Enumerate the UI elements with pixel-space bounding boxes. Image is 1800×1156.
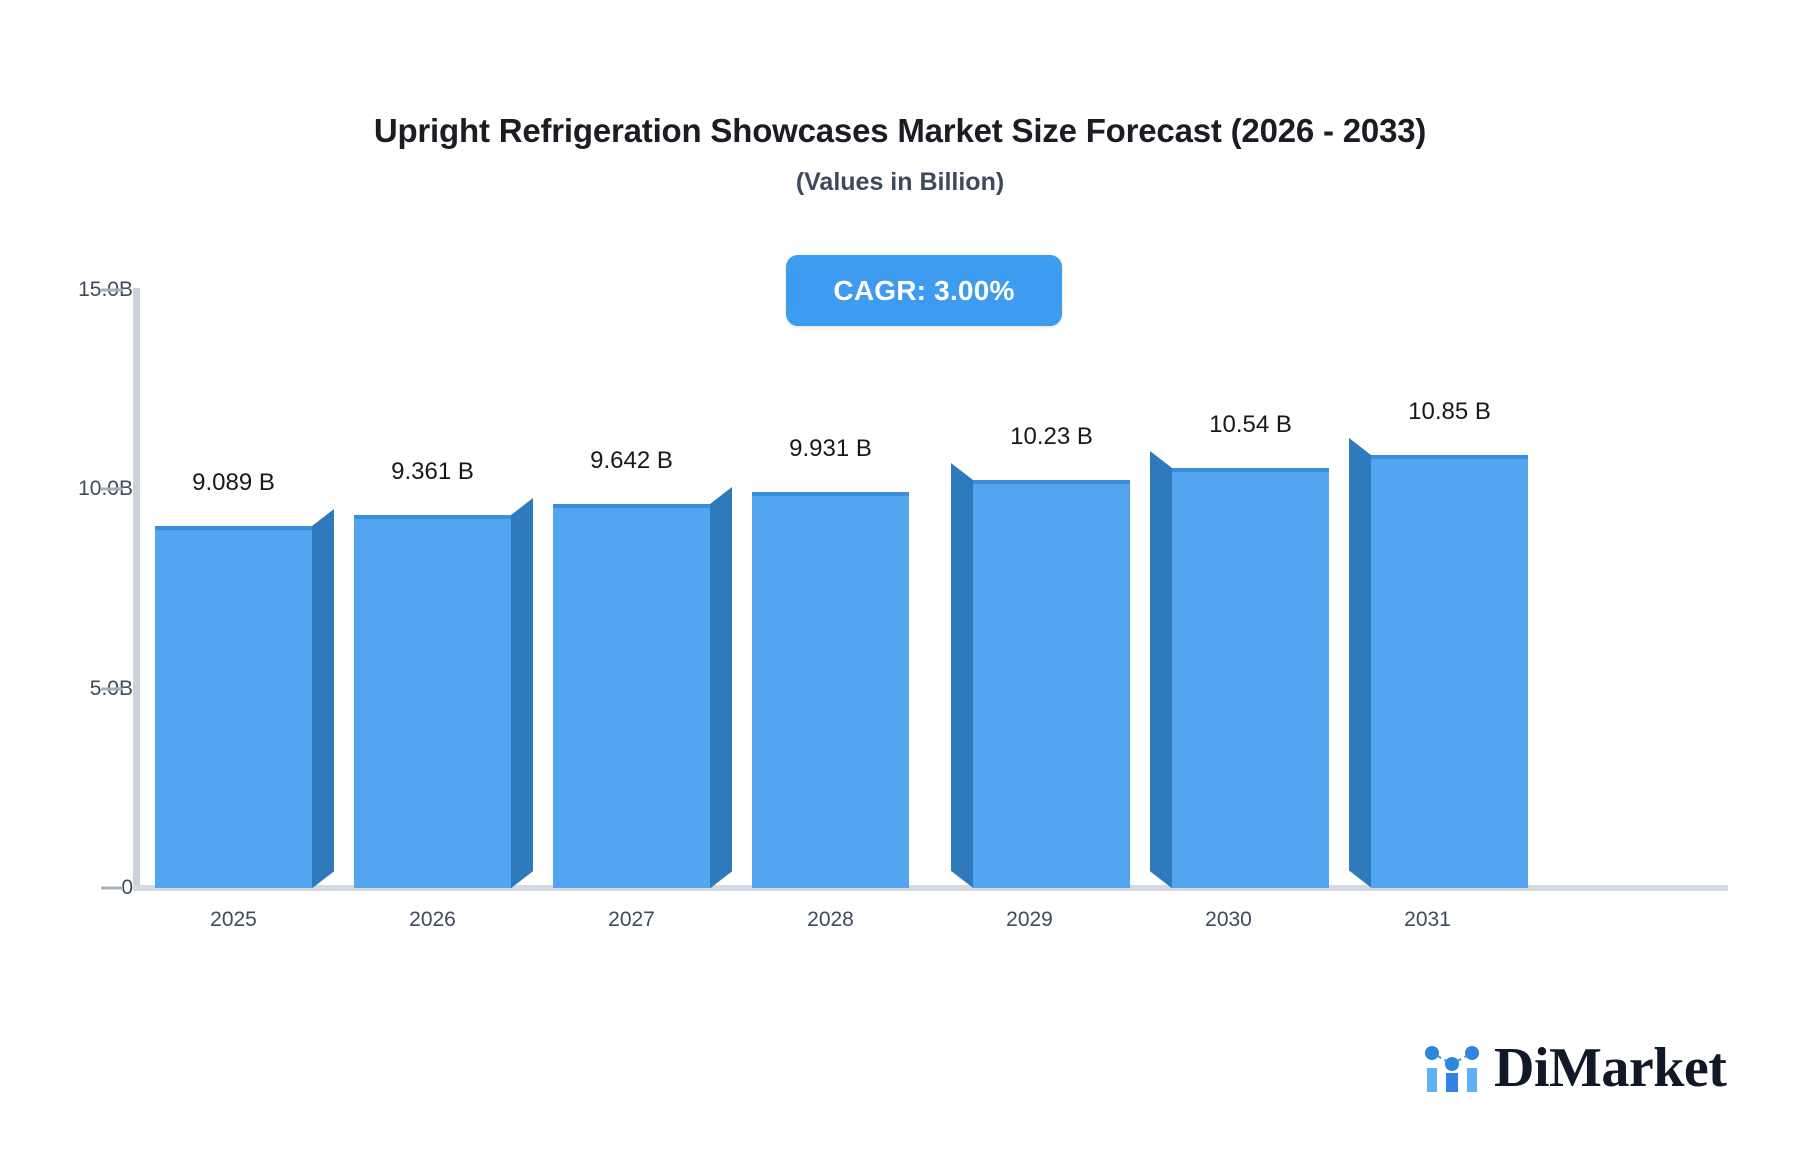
bar[interactable] [155, 508, 334, 888]
y-axis-tick-label: 0 [121, 876, 133, 899]
bar-front-face [1172, 467, 1329, 888]
x-axis-tick-label: 2025 [210, 908, 257, 931]
bar-value-label: 9.642 B [590, 446, 673, 474]
bar-value-label: 9.931 B [789, 435, 872, 463]
bar[interactable] [1349, 438, 1528, 888]
bar-value-label: 10.54 B [1209, 410, 1292, 438]
y-axis-tick-mark [101, 687, 123, 691]
bar-chart-logo-icon [1424, 1042, 1480, 1094]
y-axis-line [133, 288, 140, 888]
bar-3d-side [710, 486, 732, 888]
bar-front-face [155, 525, 312, 888]
bar-front-face [973, 480, 1130, 888]
x-axis-tick-label: 2029 [1006, 908, 1053, 931]
bar-front-face [354, 514, 511, 888]
bar[interactable] [354, 497, 533, 888]
bar[interactable] [553, 486, 732, 888]
chart-title: Upright Refrigeration Showcases Market S… [373, 112, 1427, 149]
bar-3d-side [511, 497, 533, 888]
x-axis-tick-label: 2028 [807, 908, 854, 931]
cagr-badge[interactable]: CAGR: 3.00% [786, 255, 1062, 326]
x-axis-tick-label: 2027 [608, 908, 655, 931]
x-axis-line [133, 885, 1728, 891]
brand-logo: DiMarket [1424, 1037, 1727, 1099]
y-axis-tick-mark [101, 487, 123, 491]
y-axis-tick-mark [101, 288, 123, 292]
bar[interactable] [951, 463, 1130, 888]
bar-value-label: 10.85 B [1408, 398, 1491, 426]
bar-front-face [553, 503, 710, 888]
bar-3d-side [1349, 438, 1371, 888]
chart-subtitle: (Values in Billion) [795, 168, 1005, 196]
bar[interactable] [752, 475, 931, 888]
bar-3d-side [1150, 450, 1172, 888]
x-axis-tick-label: 2031 [1404, 908, 1451, 931]
bar-value-label: 9.089 B [192, 468, 275, 496]
y-axis-tick-mark [101, 886, 123, 890]
bar-value-label: 10.23 B [1010, 423, 1093, 451]
bar-front-face [752, 492, 909, 888]
x-axis-tick-label: 2026 [409, 908, 456, 931]
bar-front-face [1371, 455, 1528, 888]
bar-value-label: 9.361 B [391, 457, 474, 485]
bar[interactable] [1150, 450, 1329, 888]
brand-logo-text: DiMarket [1494, 1037, 1727, 1099]
bar-3d-side [312, 508, 334, 888]
cagr-badge-label: CAGR: 3.00% [833, 274, 1015, 306]
x-axis-tick-label: 2030 [1205, 908, 1252, 931]
bar-3d-side [951, 463, 973, 888]
